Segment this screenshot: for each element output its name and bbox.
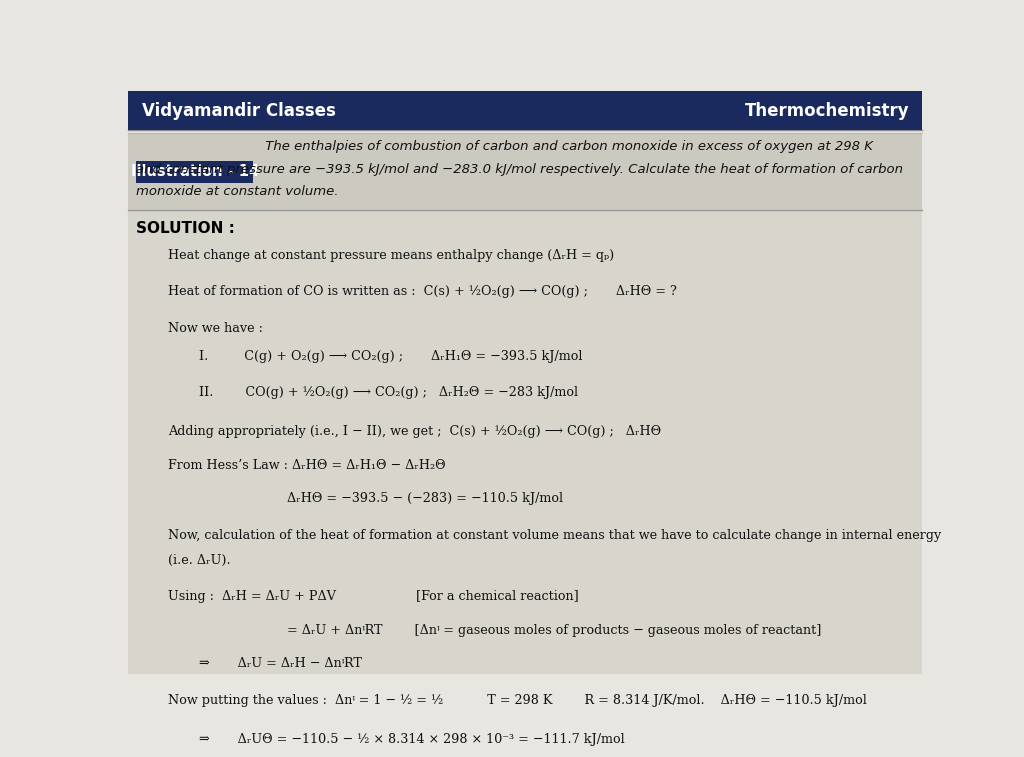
Text: Now we have :: Now we have : [168, 322, 263, 335]
Text: Heat of formation of CO is written as :  C(s) + ½O₂(g) ⟶ CO(g) ;       ΔᵣHΘ = ?: Heat of formation of CO is written as : … [168, 285, 677, 298]
Text: Adding appropriately (i.e., I − II), we get ;  C(s) + ½O₂(g) ⟶ CO(g) ;   ΔᵣHΘ: Adding appropriately (i.e., I − II), we … [168, 425, 660, 438]
Text: Now putting the values :  Δnᵎ = 1 − ½ = ½           T = 298 K        R = 8.314 J: Now putting the values : Δnᵎ = 1 − ½ = ½… [168, 693, 866, 707]
FancyBboxPatch shape [128, 91, 922, 130]
Text: II.        CO(g) + ½O₂(g) ⟶ CO₂(g) ;   ΔᵣH₂Θ = −283 kJ/mol: II. CO(g) + ½O₂(g) ⟶ CO₂(g) ; ΔᵣH₂Θ = −2… [200, 386, 579, 399]
Text: Heat change at constant pressure means enthalpy change (ΔᵣH = qₚ): Heat change at constant pressure means e… [168, 249, 614, 262]
Text: Vidyamandir Classes: Vidyamandir Classes [142, 101, 336, 120]
Text: From Hess’s Law : ΔᵣHΘ = ΔᵣH₁Θ − ΔᵣH₂Θ: From Hess’s Law : ΔᵣHΘ = ΔᵣH₁Θ − ΔᵣH₂Θ [168, 459, 445, 472]
FancyBboxPatch shape [136, 160, 253, 183]
FancyBboxPatch shape [128, 210, 922, 674]
Text: Illustration - 14: Illustration - 14 [131, 164, 259, 179]
Text: The enthalpies of combustion of carbon and carbon monoxide in excess of oxygen a: The enthalpies of combustion of carbon a… [261, 140, 873, 154]
Text: Thermochemistry: Thermochemistry [745, 101, 909, 120]
Text: I.         C(g) + O₂(g) ⟶ CO₂(g) ;       ΔᵣH₁Θ = −393.5 kJ/mol: I. C(g) + O₂(g) ⟶ CO₂(g) ; ΔᵣH₁Θ = −393.… [200, 350, 583, 363]
Text: and constant pressure are −393.5 kJ/mol and −283.0 kJ/mol respectively. Calculat: and constant pressure are −393.5 kJ/mol … [136, 163, 903, 176]
Text: SOLUTION :: SOLUTION : [136, 221, 234, 236]
Text: ΔᵣHΘ = −393.5 − (−283) = −110.5 kJ/mol: ΔᵣHΘ = −393.5 − (−283) = −110.5 kJ/mol [287, 492, 563, 505]
Text: ⇒       ΔᵣUΘ = −110.5 − ½ × 8.314 × 298 × 10⁻³ = −111.7 kJ/mol: ⇒ ΔᵣUΘ = −110.5 − ½ × 8.314 × 298 × 10⁻³… [200, 733, 626, 746]
Text: ⇒       ΔᵣU = ΔᵣH − ΔnᵎRT: ⇒ ΔᵣU = ΔᵣH − ΔnᵎRT [200, 657, 362, 670]
Text: Using :  ΔᵣH = ΔᵣU + PΔV                    [For a chemical reaction]: Using : ΔᵣH = ΔᵣU + PΔV [For a chemical … [168, 590, 579, 603]
Text: monoxide at constant volume.: monoxide at constant volume. [136, 185, 339, 198]
Text: (i.e. ΔᵣU).: (i.e. ΔᵣU). [168, 554, 230, 567]
FancyBboxPatch shape [128, 133, 922, 210]
Text: Now, calculation of the heat of formation at constant volume means that we have : Now, calculation of the heat of formatio… [168, 528, 941, 541]
Text: = ΔᵣU + ΔnᵎRT        [Δnᵎ = gaseous moles of products − gaseous moles of reactan: = ΔᵣU + ΔnᵎRT [Δnᵎ = gaseous moles of pr… [287, 624, 821, 637]
